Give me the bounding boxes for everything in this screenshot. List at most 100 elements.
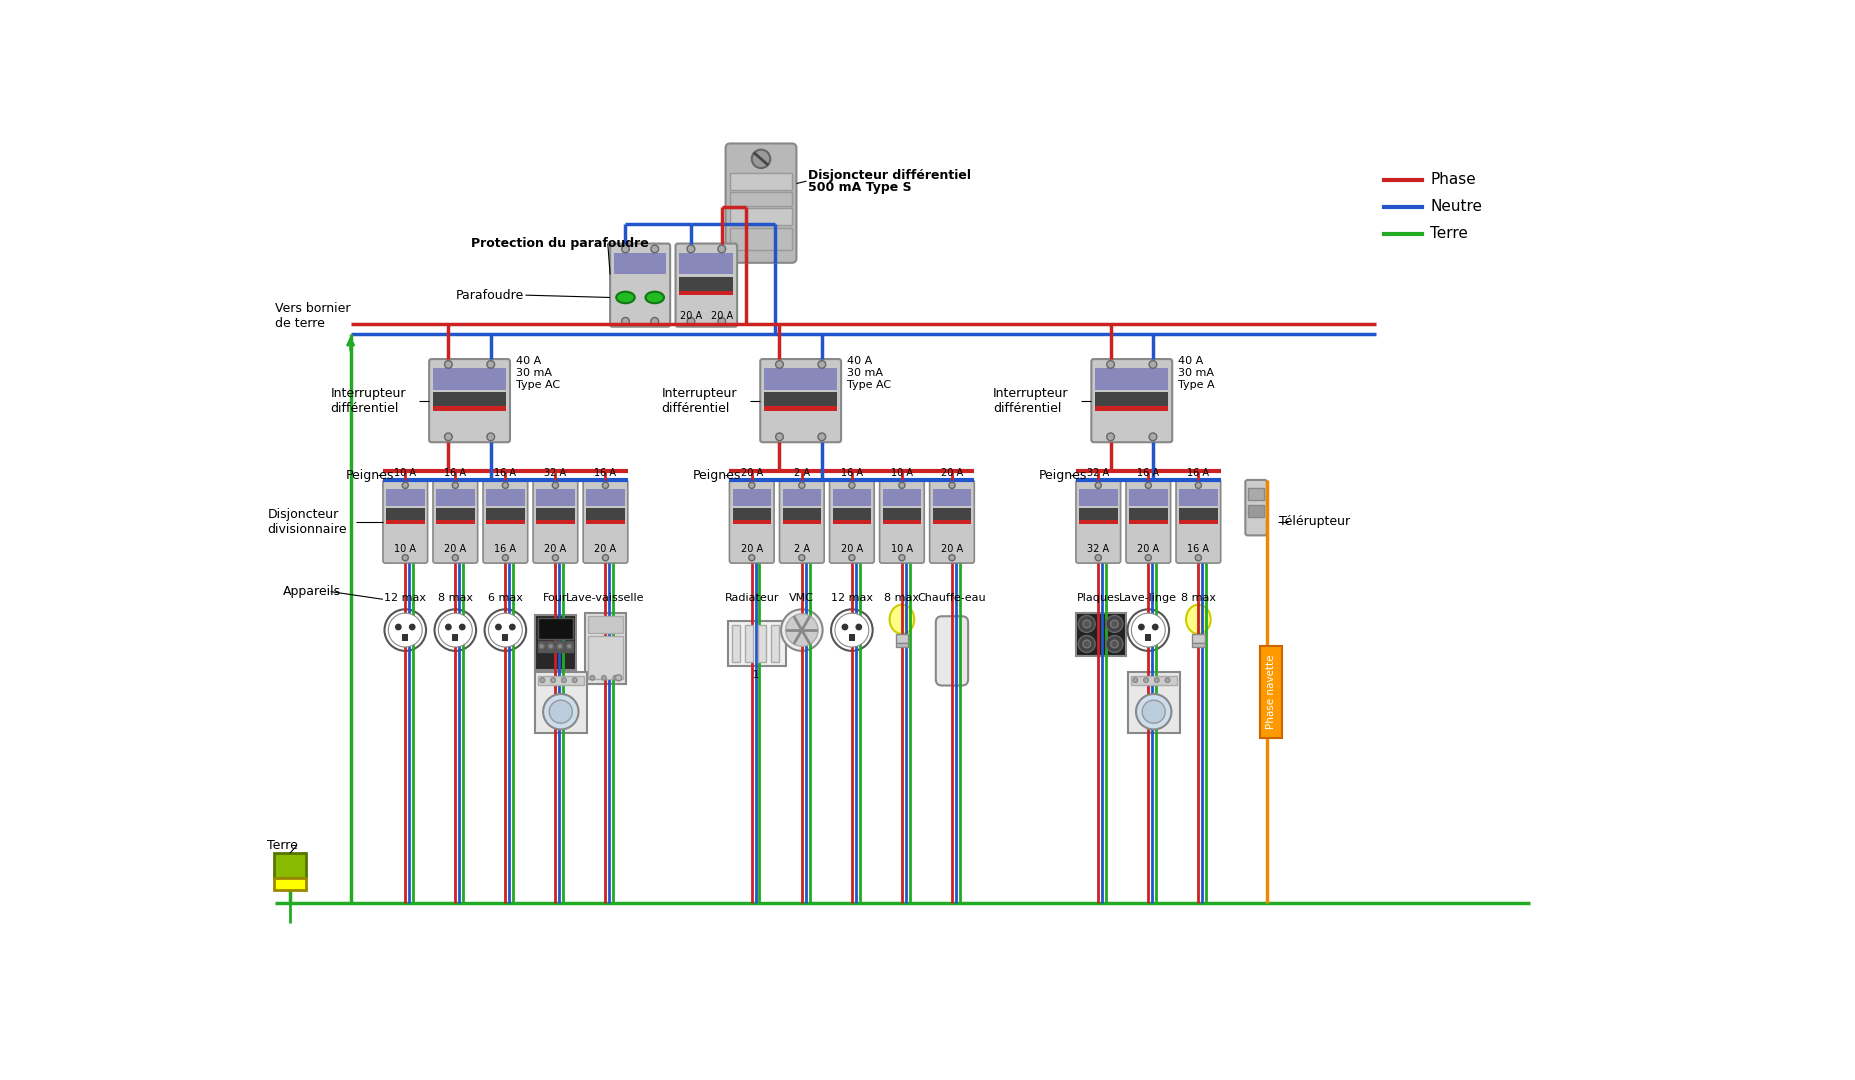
Bar [436,509,475,519]
Circle shape [948,555,955,561]
Circle shape [1143,678,1148,683]
Circle shape [445,624,451,630]
Bar [733,509,770,519]
FancyBboxPatch shape [1176,480,1221,563]
Circle shape [553,483,558,488]
Text: 20 A: 20 A [740,544,762,554]
Text: 20 A: 20 A [443,544,466,554]
Text: Lave-vaisselle: Lave-vaisselle [566,593,644,603]
Circle shape [1106,433,1113,441]
Text: Disjoncteur
divisionnaire: Disjoncteur divisionnaire [267,508,347,536]
Ellipse shape [646,292,664,303]
Text: 32 A: 32 A [544,468,566,478]
Ellipse shape [1185,605,1209,634]
Circle shape [621,318,629,325]
Circle shape [798,555,805,561]
Bar [273,878,306,890]
Text: 10 A: 10 A [890,544,913,554]
Bar [764,392,837,406]
Text: Disjoncteur différentiel: Disjoncteur différentiel [807,170,970,183]
Text: 16 A: 16 A [1137,468,1159,478]
Text: Parafoudre: Parafoudre [456,288,525,301]
Bar [536,509,575,519]
Bar [538,640,573,651]
Bar [1128,489,1167,507]
Text: 32 A: 32 A [1087,544,1109,554]
Bar [1076,613,1126,656]
FancyBboxPatch shape [1126,480,1171,563]
Text: Phase navette: Phase navette [1265,654,1274,729]
Ellipse shape [889,605,915,634]
Text: 20 A: 20 A [544,544,566,554]
Text: 16 A: 16 A [1187,468,1209,478]
FancyBboxPatch shape [429,359,510,442]
Circle shape [1148,433,1156,441]
Text: Peignes: Peignes [345,469,393,482]
Circle shape [1145,483,1150,488]
Text: Terre: Terre [1430,226,1467,241]
Text: Interrupteur
différentiel: Interrupteur différentiel [992,387,1068,415]
FancyBboxPatch shape [829,480,874,563]
FancyBboxPatch shape [929,480,974,563]
Circle shape [1132,613,1165,647]
Circle shape [538,644,544,649]
Text: 8 max: 8 max [885,593,918,603]
Circle shape [1081,640,1091,648]
Bar [273,853,306,878]
Text: 8 max: 8 max [438,593,473,603]
Circle shape [898,555,905,561]
Bar [436,519,475,524]
Bar [933,519,970,524]
Bar [536,519,575,524]
Circle shape [445,433,453,441]
Circle shape [488,613,521,647]
Circle shape [438,613,471,647]
Text: Télérupteur: Télérupteur [1278,515,1350,528]
Bar [1094,406,1167,410]
Bar [733,519,770,524]
Bar [1128,519,1167,524]
Bar [538,675,584,685]
Circle shape [1078,635,1094,652]
Bar [1191,634,1204,644]
Bar [1191,644,1204,647]
Circle shape [948,483,955,488]
Circle shape [818,433,825,441]
Circle shape [848,483,855,488]
Text: 16 A: 16 A [443,468,466,478]
Circle shape [553,555,558,561]
Circle shape [1195,555,1200,561]
Text: Vers bornier
de terre: Vers bornier de terre [275,302,351,330]
Text: 16 A: 16 A [493,468,516,478]
Bar [783,509,820,519]
Text: VMC: VMC [788,593,814,603]
Text: 32 A: 32 A [1087,468,1109,478]
Bar [933,509,970,519]
FancyBboxPatch shape [1245,480,1267,536]
Bar [770,624,779,662]
Bar [1078,519,1117,524]
Circle shape [1106,616,1122,633]
Circle shape [434,609,477,651]
Bar [1078,489,1117,507]
Circle shape [842,624,848,630]
Text: Neutre: Neutre [1430,199,1482,214]
Bar [933,489,970,507]
Text: 10 A: 10 A [890,468,913,478]
Text: 16 A: 16 A [840,468,863,478]
Bar [729,192,792,206]
Bar [764,406,837,410]
Circle shape [798,483,805,488]
Text: 16 A: 16 A [594,468,616,478]
Circle shape [651,318,659,325]
FancyBboxPatch shape [935,617,968,686]
Text: 12 max: 12 max [384,593,427,603]
Text: 40 A
30 mA
Type AC: 40 A 30 mA Type AC [846,356,890,390]
Bar [588,617,623,633]
Text: 20 A: 20 A [840,544,863,554]
Circle shape [403,483,408,488]
Text: 12 max: 12 max [831,593,872,603]
Text: Peignes: Peignes [1039,469,1087,482]
Text: 20 A: 20 A [710,311,733,321]
Circle shape [486,361,493,368]
